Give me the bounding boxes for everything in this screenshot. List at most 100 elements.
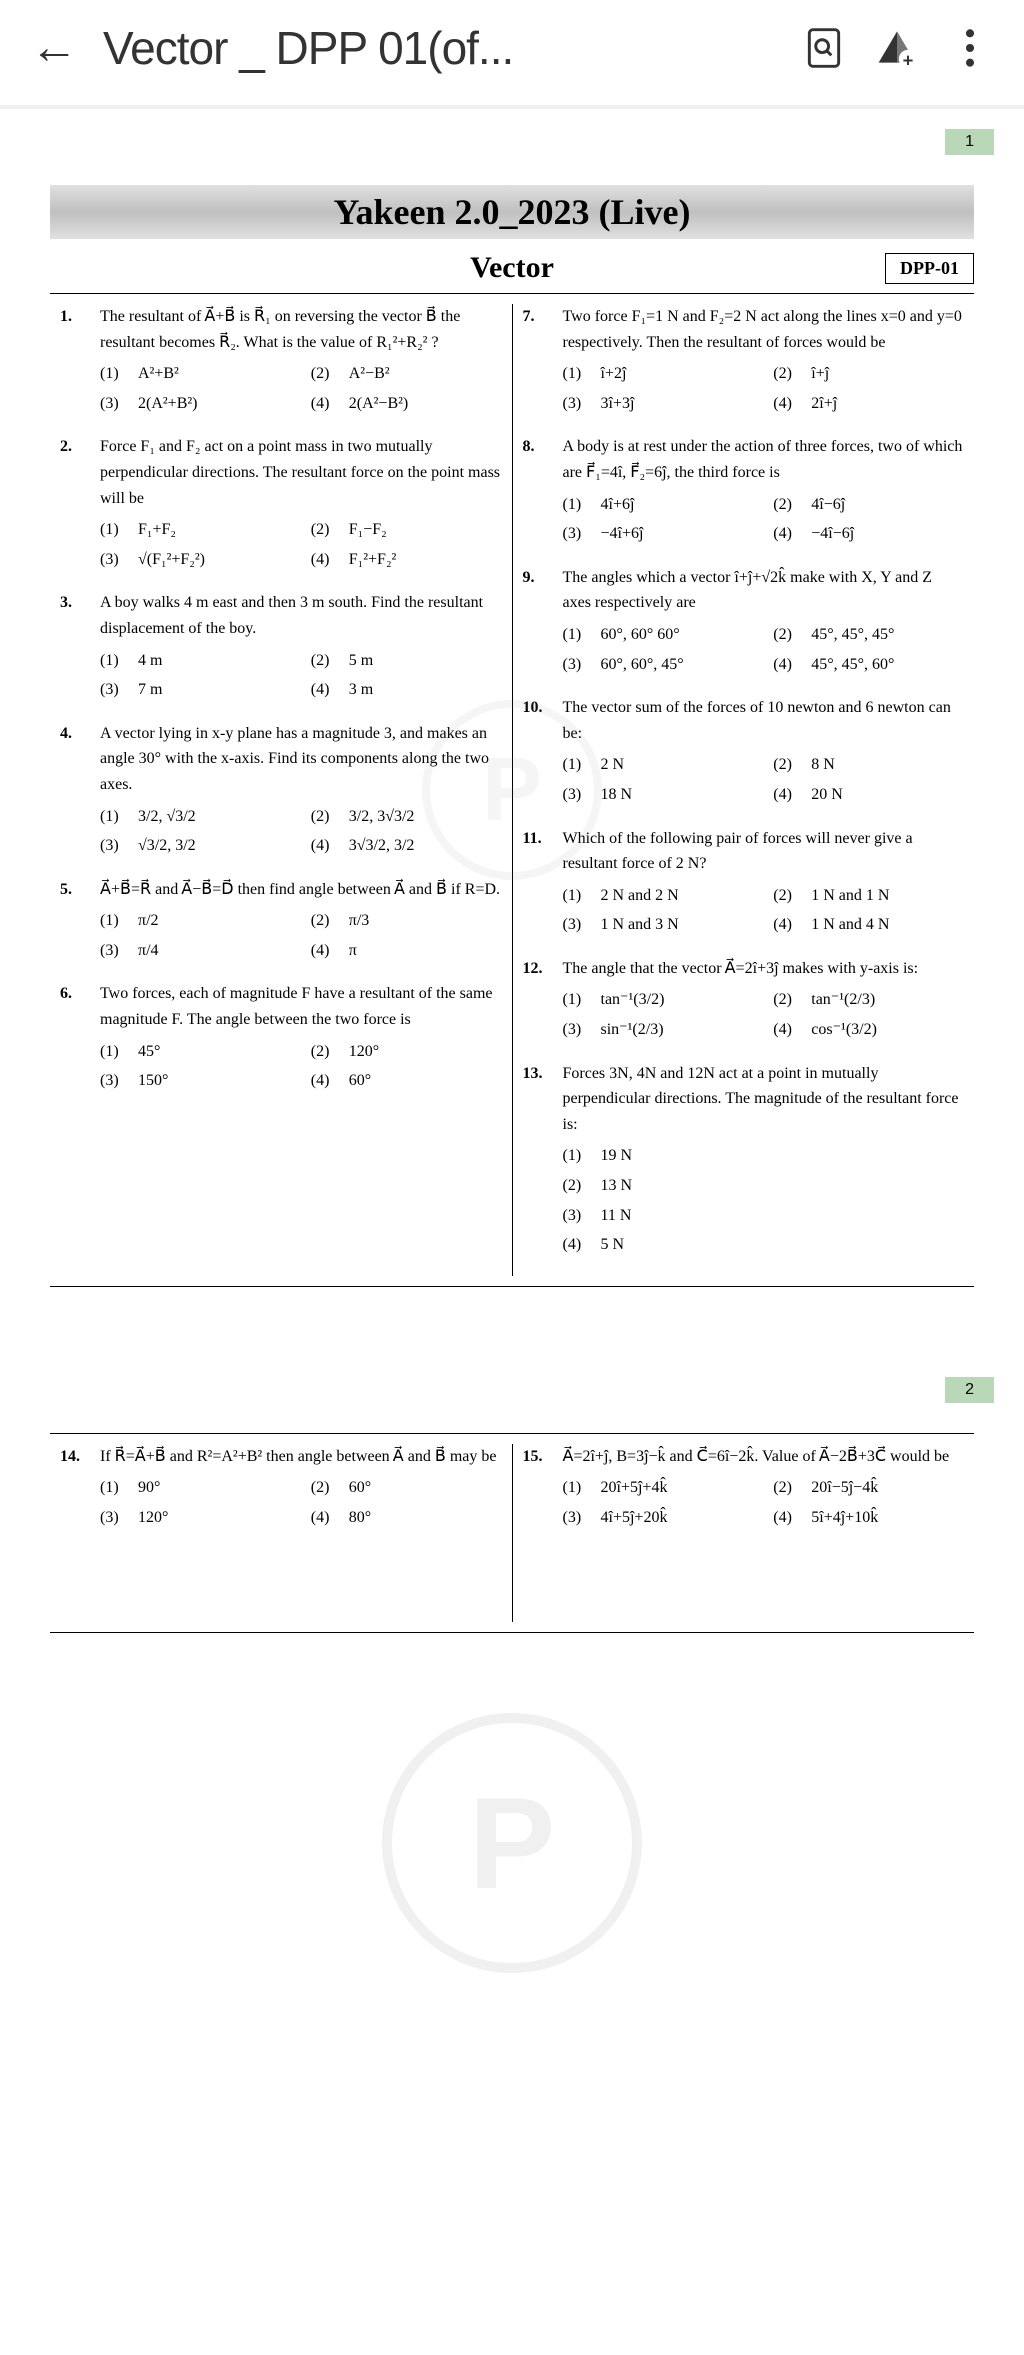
question-text: A boy walks 4 m east and then 3 m south.… xyxy=(100,590,502,641)
answer-option: (3) 120° xyxy=(100,1505,291,1531)
answer-option: (2) 45°, 45°, 45° xyxy=(773,622,964,648)
option-number: (3) xyxy=(563,912,591,938)
options-grid: (1) 2 N and 2 N (2) 1 N and 1 N (3) 1 N … xyxy=(563,883,965,938)
questions-container: P 1. The resultant of A⃗+B⃗ is R⃗₁ on re… xyxy=(50,293,974,1287)
question-block: 3. A boy walks 4 m east and then 3 m sou… xyxy=(60,590,502,702)
question-number: 6. xyxy=(60,981,88,1093)
question-text: The vector sum of the forces of 10 newto… xyxy=(563,695,965,746)
option-text: A²+B² xyxy=(138,361,179,387)
answer-option: (2) π/3 xyxy=(311,908,502,934)
answer-option: (2) 8 N xyxy=(773,752,964,778)
option-text: 5î+4ĵ+10k̂ xyxy=(811,1505,878,1531)
more-options-icon[interactable] xyxy=(946,24,994,72)
answer-option: (2) A²−B² xyxy=(311,361,502,387)
page-number-tab: 2 xyxy=(945,1377,994,1403)
option-number: (4) xyxy=(773,391,801,417)
option-number: (1) xyxy=(563,987,591,1013)
page-1-container: 1 Yakeen 2.0_2023 (Live) Vector DPP-01 P… xyxy=(0,109,1024,1317)
answer-option: (1) π/2 xyxy=(100,908,291,934)
option-text: 120° xyxy=(138,1505,168,1531)
option-number: (4) xyxy=(563,1232,591,1258)
answer-option: (2) 60° xyxy=(311,1475,502,1501)
questions-left-column-2: 14. If R⃗=A⃗+B⃗ and R²=A²+B² then angle … xyxy=(50,1444,513,1622)
option-text: 5 m xyxy=(349,648,373,674)
back-arrow-icon[interactable]: ← xyxy=(30,20,78,75)
option-text: 4 m xyxy=(138,648,162,674)
option-text: π/4 xyxy=(138,938,159,964)
question-body: A body is at rest under the action of th… xyxy=(563,434,965,546)
option-text: F₁²+F₂² xyxy=(349,547,397,573)
watermark-logo-large: P xyxy=(382,1713,642,1973)
question-block: 14. If R⃗=A⃗+B⃗ and R²=A²+B² then angle … xyxy=(60,1444,502,1531)
answer-option: (1) 4 m xyxy=(100,648,291,674)
subtitle: Vector xyxy=(470,251,554,285)
options-grid: (1) 45° (2) 120° (3) 150° (4) 60° xyxy=(100,1039,502,1094)
option-text: 150° xyxy=(138,1068,168,1094)
answer-option: (3) sin⁻¹(2/3) xyxy=(563,1017,754,1043)
option-text: 60° xyxy=(349,1475,371,1501)
options-grid: (1) 20î+5ĵ+4k̂ (2) 20î−5ĵ−4k̂ (3) 4î+5ĵ+… xyxy=(563,1475,965,1530)
search-in-page-icon[interactable] xyxy=(800,24,848,72)
option-number: (1) xyxy=(563,361,591,387)
answer-option: (4) 5î+4ĵ+10k̂ xyxy=(773,1505,964,1531)
answer-option: (1) 4î+6ĵ xyxy=(563,492,754,518)
answer-option: (2) î+ĵ xyxy=(773,361,964,387)
option-text: 13 N xyxy=(601,1173,633,1199)
option-text: 20 N xyxy=(811,782,843,808)
option-text: 4î+5ĵ+20k̂ xyxy=(601,1505,668,1531)
main-title: Yakeen 2.0_2023 (Live) xyxy=(334,192,691,232)
option-text: 90° xyxy=(138,1475,160,1501)
option-number: (2) xyxy=(773,492,801,518)
option-number: (4) xyxy=(773,1505,801,1531)
options-grid: (1) 3/2, √3/2 (2) 3/2, 3√3/2 (3) √3/2, 3… xyxy=(100,804,502,859)
option-text: 2(A²−B²) xyxy=(349,391,409,417)
options-grid: (1) 90° (2) 60° (3) 120° (4) 80° xyxy=(100,1475,502,1530)
answer-option: (2) 3/2, 3√3/2 xyxy=(311,804,502,830)
option-number: (3) xyxy=(100,938,128,964)
answer-option: (3) 3î+3ĵ xyxy=(563,391,754,417)
question-text: Which of the following pair of forces wi… xyxy=(563,826,965,877)
option-text: 4î+6ĵ xyxy=(601,492,635,518)
option-number: (1) xyxy=(100,361,128,387)
option-number: (2) xyxy=(311,648,339,674)
question-number: 13. xyxy=(523,1061,551,1258)
question-text: The angles which a vector î+ĵ+√2k̂ make … xyxy=(563,565,965,616)
answer-option: (1) tan⁻¹(3/2) xyxy=(563,987,754,1013)
question-text: A body is at rest under the action of th… xyxy=(563,434,965,485)
option-number: (2) xyxy=(563,1173,591,1199)
option-number: (4) xyxy=(311,391,339,417)
answer-option: (3) 4î+5ĵ+20k̂ xyxy=(563,1505,754,1531)
option-text: 3/2, √3/2 xyxy=(138,804,196,830)
question-block: 2. Force F₁ and F₂ act on a point mass i… xyxy=(60,434,502,572)
option-text: tan⁻¹(3/2) xyxy=(601,987,665,1013)
question-block: 7. Two force F₁=1 N and F₂=2 N act along… xyxy=(523,304,965,416)
option-number: (4) xyxy=(311,547,339,573)
option-text: 18 N xyxy=(601,782,633,808)
answer-option: (2) 20î−5ĵ−4k̂ xyxy=(773,1475,964,1501)
option-number: (2) xyxy=(773,361,801,387)
option-text: √3/2, 3/2 xyxy=(138,833,196,859)
answer-option: (1) 19 N xyxy=(563,1143,965,1169)
question-body: A⃗=2î+ĵ, B=3ĵ−k̂ and C⃗=6î−2k̂. Value of… xyxy=(563,1444,965,1531)
answer-option: (4) 2(A²−B²) xyxy=(311,391,502,417)
option-number: (2) xyxy=(773,987,801,1013)
option-text: 3 m xyxy=(349,677,373,703)
option-number: (4) xyxy=(311,1505,339,1531)
answer-option: (4) 20 N xyxy=(773,782,964,808)
answer-option: (1) 3/2, √3/2 xyxy=(100,804,291,830)
question-number: 10. xyxy=(523,695,551,807)
question-block: 13. Forces 3N, 4N and 12N act at a point… xyxy=(523,1061,965,1258)
options-grid: (1) 2 N (2) 8 N (3) 18 N (4) 20 N xyxy=(563,752,965,807)
question-block: 15. A⃗=2î+ĵ, B=3ĵ−k̂ and C⃗=6î−2k̂. Valu… xyxy=(523,1444,965,1531)
option-number: (3) xyxy=(563,1017,591,1043)
subtitle-row: Vector DPP-01 xyxy=(50,251,974,285)
question-text: A⃗=2î+ĵ, B=3ĵ−k̂ and C⃗=6î−2k̂. Value of… xyxy=(563,1444,965,1470)
answer-option: (4) 80° xyxy=(311,1505,502,1531)
question-block: 9. The angles which a vector î+ĵ+√2k̂ ma… xyxy=(523,565,965,677)
add-triangle-icon[interactable]: + xyxy=(873,24,921,72)
answer-option: (2) 5 m xyxy=(311,648,502,674)
answer-option: (3) 150° xyxy=(100,1068,291,1094)
question-text: A⃗+B⃗=R⃗ and A⃗−B⃗=D⃗ then find angle be… xyxy=(100,877,502,903)
option-number: (3) xyxy=(100,547,128,573)
options-grid: (1) tan⁻¹(3/2) (2) tan⁻¹(2/3) (3) sin⁻¹(… xyxy=(563,987,965,1042)
